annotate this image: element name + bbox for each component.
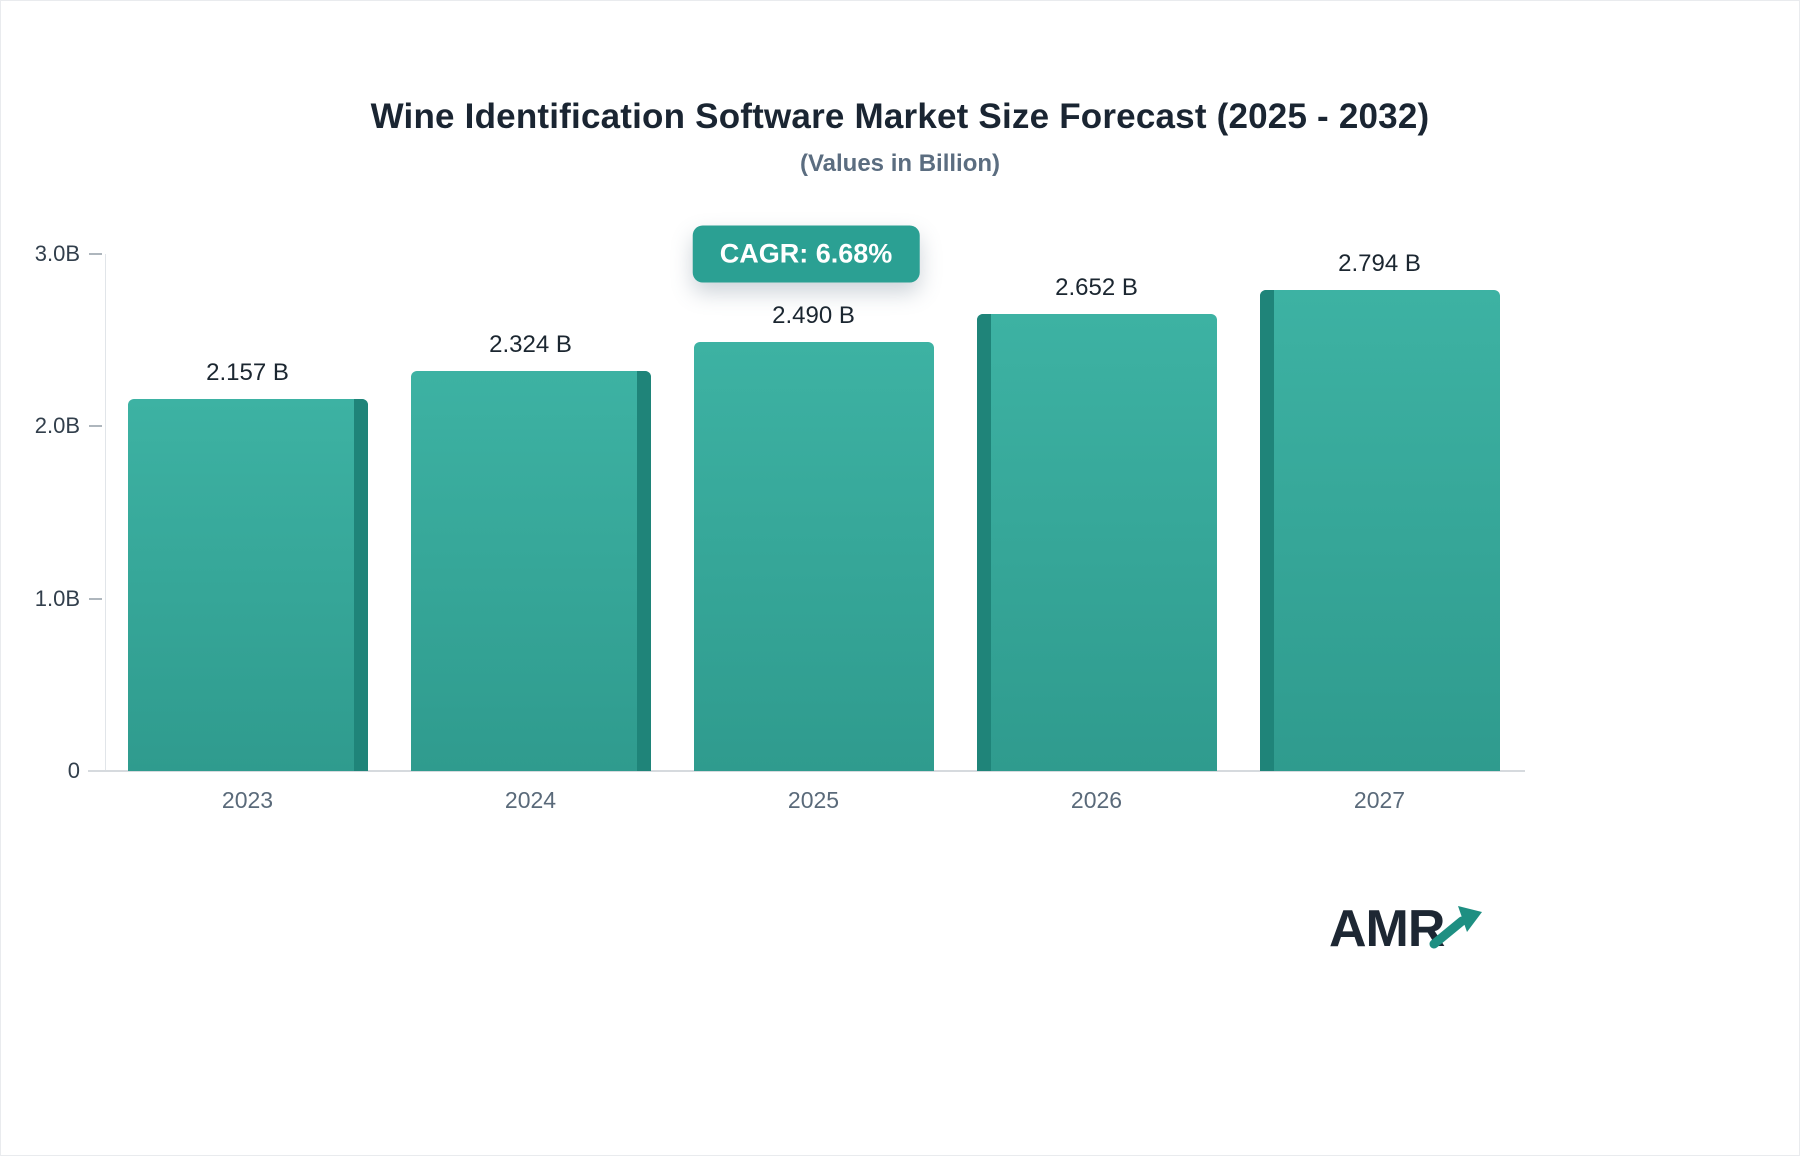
bar (976, 313, 1217, 771)
bar-value-label: 2.794 B (1338, 249, 1421, 277)
bar-value-label: 2.324 B (489, 330, 572, 358)
chart-title: Wine Identification Software Market Size… (370, 97, 1430, 136)
bar-shade (1259, 289, 1274, 771)
y-axis-tick-mark (89, 253, 102, 255)
y-axis-tick-mark (89, 597, 102, 600)
x-axis-line (88, 770, 1525, 772)
y-axis-tick-label: 0 (67, 758, 80, 783)
bar-value-label: 2.157 B (206, 359, 289, 387)
x-axis-category-label: 2023 (221, 787, 274, 813)
bar (1259, 289, 1500, 771)
amr-logo: AMR (1329, 899, 1484, 959)
logo-text: AMR (1329, 900, 1445, 958)
bar (693, 341, 934, 771)
bar-value-label: 2.490 B (772, 301, 855, 329)
bar (410, 370, 651, 771)
y-axis-tick-label: 1.0B (34, 585, 80, 611)
bar-shade (353, 399, 368, 771)
bar-shade (976, 313, 991, 771)
x-axis-category-label: 2027 (1353, 787, 1406, 813)
bar-shade (636, 370, 651, 771)
y-axis-tick-label: 3.0B (34, 241, 80, 266)
x-axis-category-label: 2024 (504, 787, 557, 813)
x-axis-category-label: 2025 (787, 787, 840, 813)
y-axis-line (105, 254, 106, 771)
bar (127, 399, 368, 771)
plot-area: 2.157 B 2.324 B 2.490 B 2.652 B 2.794 B (88, 250, 1525, 772)
bar-value-label: 2.652 B (1055, 273, 1138, 301)
chart-subtitle: (Values in Billion) (799, 150, 1001, 177)
logo-arrow-icon (1429, 906, 1483, 949)
y-axis-tick-label: 2.0B (34, 413, 80, 439)
y-axis-tick-mark (89, 425, 102, 428)
cagr-badge: CAGR: 6.68% (692, 225, 920, 283)
x-axis-category-label: 2026 (1070, 787, 1123, 813)
y-axis: 0 1.0B 2.0B 3.0B (1, 241, 106, 783)
x-axis: 2023 2024 2025 2026 2027 (106, 787, 1521, 817)
